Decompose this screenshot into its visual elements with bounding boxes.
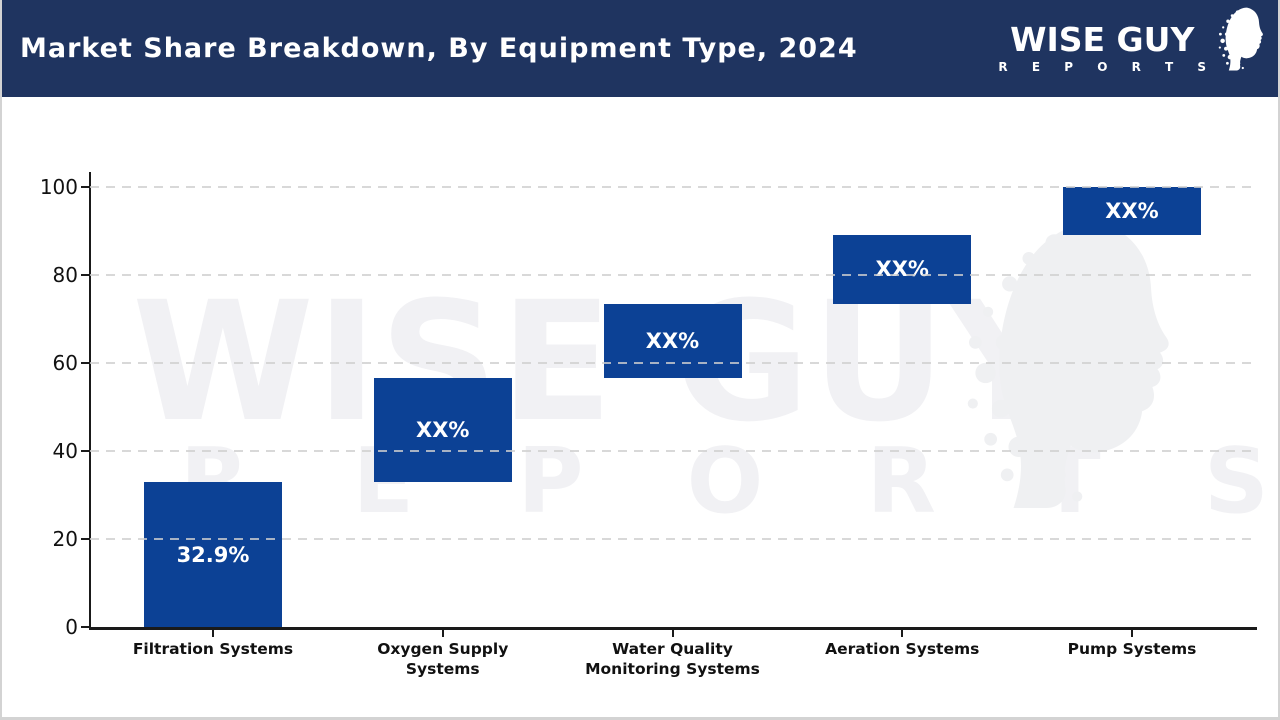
y-tick-mark — [81, 538, 89, 540]
y-tick-label: 20 — [52, 527, 78, 551]
y-tick-mark — [81, 274, 89, 276]
x-category-label-line: Aeration Systems — [825, 640, 980, 658]
bar-value-label: XX% — [875, 257, 929, 282]
header-bar: Market Share Breakdown, By Equipment Typ… — [2, 0, 1278, 97]
gridline-40 — [90, 450, 1257, 452]
bar-5: XX% — [1063, 187, 1201, 236]
x-category-label: Filtration Systems — [93, 639, 333, 659]
gridline-100 — [90, 186, 1257, 188]
x-category-label: Water Quality Monitoring Systems — [553, 639, 793, 680]
page-title: Market Share Breakdown, By Equipment Typ… — [20, 33, 858, 64]
bar-3: XX% — [603, 303, 742, 379]
logo-reports-label: R E P O R T S — [998, 60, 1216, 74]
bar-value-label: XX% — [416, 418, 470, 443]
x-category-label-line: Filtration Systems — [132, 640, 294, 658]
x-category-label-line: Water Quality — [612, 640, 733, 658]
wise-guy-reports-logo: WISE GUY R E P O R T S — [988, 5, 1278, 93]
y-tick-mark — [81, 186, 89, 188]
x-tick-mark — [1131, 630, 1133, 637]
y-tick-mark — [81, 362, 89, 364]
y-tick-label: 60 — [52, 351, 78, 375]
logo-wiseguy-label: WISE GUY — [1010, 20, 1195, 59]
y-tick-label: 0 — [65, 615, 78, 639]
x-category-label-line: Oxygen Supply — [377, 640, 509, 658]
x-category-label: Oxygen Supply Systems — [323, 639, 563, 680]
x-tick-mark — [901, 630, 904, 637]
logo-face-icon — [1212, 5, 1268, 93]
x-axis — [89, 627, 1257, 630]
x-tick-mark — [441, 630, 444, 637]
watermark-face-logo — [937, 210, 1192, 596]
x-category-label-line: Monitoring Systems — [585, 660, 760, 679]
y-tick-mark — [81, 450, 89, 452]
y-tick-label: 40 — [52, 439, 78, 463]
watermark-face-svg — [967, 222, 1169, 508]
x-category-label: Aeration Systems — [782, 639, 1022, 659]
bar-value-label: XX% — [1105, 199, 1159, 224]
x-tick-mark — [671, 630, 674, 637]
bar-1: 32.9% — [144, 482, 282, 627]
gridline-60 — [90, 362, 1257, 364]
x-tick-mark — [212, 630, 214, 637]
bar-2: XX% — [373, 378, 512, 482]
y-axis — [89, 172, 91, 630]
x-category-label: Pump Systems — [1012, 639, 1252, 659]
x-category-label-line: Systems — [405, 660, 480, 679]
bar-4: XX% — [833, 235, 972, 304]
bar-value-label: 32.9% — [176, 542, 250, 567]
x-category-label-line: Pump Systems — [1067, 640, 1197, 658]
y-tick-mark — [81, 626, 89, 628]
gridline-80 — [90, 274, 1257, 276]
y-tick-label: 80 — [52, 263, 78, 287]
logo-face-svg — [1218, 7, 1263, 71]
bar-value-label: XX% — [645, 328, 700, 353]
y-tick-label: 100 — [39, 175, 78, 199]
gridline-20 — [90, 538, 1257, 540]
logo-text: WISE GUY R E P O R T S — [988, 23, 1216, 74]
